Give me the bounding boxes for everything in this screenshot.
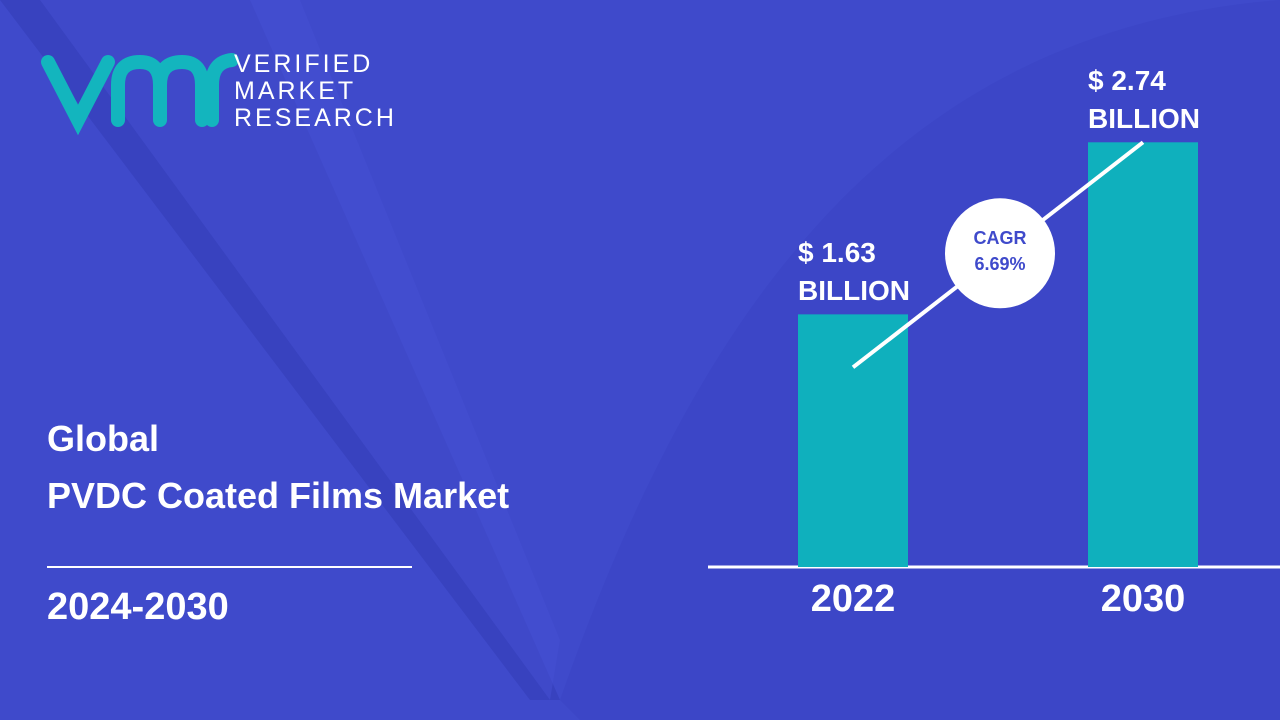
x-tick-label: 2030	[1100, 578, 1186, 620]
cagr-bubble	[945, 198, 1055, 309]
brand-text: MARKET	[234, 77, 357, 105]
background-shape	[40, 0, 560, 700]
brand-text: RESEARCH	[234, 104, 397, 132]
period: 2024-2030	[47, 586, 229, 628]
cagr-value: 6.69%	[974, 254, 1026, 275]
brand-text: VERIFIED	[234, 50, 374, 78]
cagr-label: CAGR	[973, 228, 1027, 249]
background-shape	[0, 0, 560, 700]
bar	[798, 314, 908, 567]
value-label: $ 2.74 BILLION	[1088, 65, 1200, 135]
subtitle: PVDC Coated Films Market	[47, 475, 510, 516]
logo	[41, 53, 239, 136]
title: Global	[47, 418, 160, 459]
value-label: $ 1.63 BILLION	[798, 237, 910, 307]
bar	[1088, 142, 1198, 568]
x-tick-label: 2022	[810, 578, 896, 620]
